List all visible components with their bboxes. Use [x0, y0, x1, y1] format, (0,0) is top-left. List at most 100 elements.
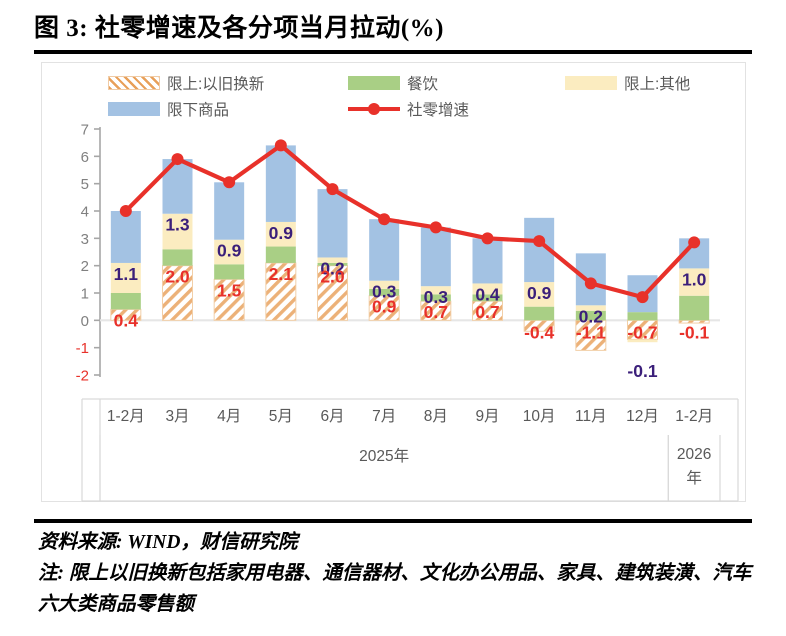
bar-value-label-other: 0.2 — [320, 258, 345, 278]
x-axis-category-label: 1-2月 — [675, 408, 713, 425]
bar-segment — [110, 262, 141, 293]
page-title: 图 3: 社零增速及各分项当月拉动(%) — [34, 15, 444, 42]
bar-segment — [472, 283, 503, 295]
cream-swatch-icon — [565, 76, 617, 90]
bar-segment — [679, 268, 710, 296]
legend-label-retail-growth: 社零增速 — [407, 102, 470, 119]
bar-segment — [627, 312, 658, 321]
green-swatch-icon — [348, 76, 400, 90]
y-axis-tick-label: 7 — [81, 122, 89, 139]
y-axis-tick-label: -2 — [76, 368, 89, 385]
bar-value-label-other: 0.3 — [424, 287, 449, 307]
bar-value-label-other: -0.1 — [627, 361, 657, 381]
line-data-point — [171, 153, 184, 166]
y-axis-tick-label: 2 — [81, 258, 89, 275]
line-data-point — [533, 235, 546, 248]
x-axis-category-label: 6月 — [320, 408, 344, 425]
x-axis-category-label: 3月 — [165, 408, 189, 425]
retail-growth-line — [123, 143, 697, 300]
bar-segment — [214, 182, 245, 240]
bar-value-label-other: 0.9 — [527, 283, 552, 303]
bar-segment — [369, 295, 400, 321]
bar-segment — [679, 295, 710, 321]
bar-segment — [214, 264, 245, 280]
bar-segment — [524, 306, 555, 321]
bar-segment — [369, 219, 400, 281]
bar-segment-outline — [420, 300, 452, 321]
bar-segment — [420, 286, 451, 295]
line-data-point — [636, 291, 649, 304]
title-divider-top — [34, 50, 752, 54]
chart-panel: 限上:以旧换新 餐饮 限上:其他 限下商品 — [41, 62, 746, 502]
legend-row-2: 限下商品 社零增速 — [42, 97, 747, 121]
bar-value-label-other: 0.4 — [475, 284, 500, 304]
bar-segment — [110, 293, 141, 310]
bar-segment — [679, 320, 710, 324]
figure-title-block: 图 3: 社零增速及各分项当月拉动(%) — [34, 8, 754, 54]
bar-segment-outline — [162, 265, 193, 321]
legend-label-trade-in: 限上:以旧换新 — [167, 76, 265, 93]
legend-item-retail-growth[interactable]: 社零增速 — [348, 97, 469, 121]
line-data-point — [119, 205, 132, 217]
bar-value-label-trade-in: 0.4 — [114, 310, 139, 330]
line-data-point — [481, 232, 494, 245]
line-data-point — [378, 213, 391, 226]
bar-value-label-other: 1.3 — [165, 215, 190, 235]
line-marker-icon — [348, 102, 400, 116]
legend-row-1: 限上:以旧换新 餐饮 限上:其他 — [42, 71, 747, 95]
legend-item-catering[interactable]: 餐饮 — [348, 71, 438, 95]
bar-segment-outline — [317, 265, 348, 321]
bar-value-label-other: 1.0 — [682, 269, 707, 289]
x-axis-category-label: 1-2月 — [107, 408, 145, 425]
bar-segment — [627, 320, 658, 340]
bar-segment — [575, 320, 606, 351]
line-data-point — [326, 183, 339, 196]
legend-item-below-goods[interactable]: 限下商品 — [108, 97, 229, 121]
bar-segment — [472, 301, 503, 321]
x-axis-category-label: 7月 — [372, 408, 396, 425]
legend-item-trade-in[interactable]: 限上:以旧换新 — [108, 71, 264, 95]
y-axis-tick-label: 5 — [81, 176, 89, 193]
y-axis-tick-label: 3 — [81, 231, 89, 248]
bar-value-label-trade-in: -0.4 — [524, 322, 554, 342]
bar-segment-outline — [472, 300, 503, 321]
bar-value-label-trade-in: 2.0 — [165, 267, 190, 287]
bar-segment — [317, 257, 348, 263]
bar-value-label-trade-in: -0.1 — [679, 322, 709, 342]
legend-item-above-other[interactable]: 限上:其他 — [565, 71, 690, 95]
bar-value-label-trade-in: 0.7 — [475, 302, 499, 322]
bar-value-label-other: 1.1 — [114, 264, 139, 284]
bar-segment — [524, 320, 555, 332]
bar-value-label-trade-in: -0.7 — [627, 322, 657, 342]
footer-note: 注: 限上以旧换新包括家用电器、通信器材、文化办公用品、家具、建筑装潢、汽车六大… — [38, 563, 752, 615]
line-data-point — [223, 176, 236, 189]
bar-segment — [472, 294, 503, 302]
y-axis-tick-label: 0 — [81, 313, 89, 330]
bar-segment — [369, 280, 400, 289]
x-axis-category-label: 9月 — [475, 408, 499, 425]
y-axis-tick-label: 1 — [81, 286, 89, 303]
x-axis-group-label: 2026 — [677, 446, 711, 463]
x-axis-category-label: 8月 — [424, 408, 448, 425]
bar-segment — [110, 211, 141, 263]
bar-segment — [265, 246, 296, 263]
line-data-point — [274, 139, 287, 152]
bar-segment — [162, 213, 193, 250]
chart-legend: 限上:以旧换新 餐饮 限上:其他 限下商品 — [42, 69, 747, 121]
bar-segment — [317, 189, 348, 258]
bar-segment — [472, 238, 503, 284]
bar-value-label-other: 0.9 — [269, 223, 294, 243]
bar-segment-outline — [368, 295, 400, 321]
line-data-point — [429, 221, 442, 234]
x-axis-category-label: 5月 — [269, 408, 293, 425]
bar-value-label-other: 0.3 — [372, 282, 397, 302]
bar-segment — [524, 282, 555, 307]
bar-value-label-trade-in: 2.0 — [320, 267, 345, 287]
bar-segment — [265, 221, 296, 247]
bar-segment — [420, 301, 451, 321]
y-axis-tick-label: -1 — [76, 340, 89, 357]
x-axis-category-label: 10月 — [523, 408, 556, 425]
bar-segment — [214, 279, 245, 321]
bar-segment — [265, 262, 296, 321]
